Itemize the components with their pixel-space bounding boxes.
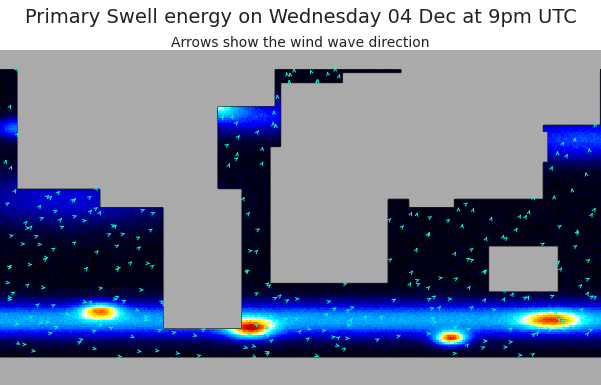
Text: Primary Swell energy on Wednesday 04 Dec at 9pm UTC: Primary Swell energy on Wednesday 04 Dec… (25, 8, 576, 27)
Text: Arrows show the wind wave direction: Arrows show the wind wave direction (171, 35, 430, 50)
